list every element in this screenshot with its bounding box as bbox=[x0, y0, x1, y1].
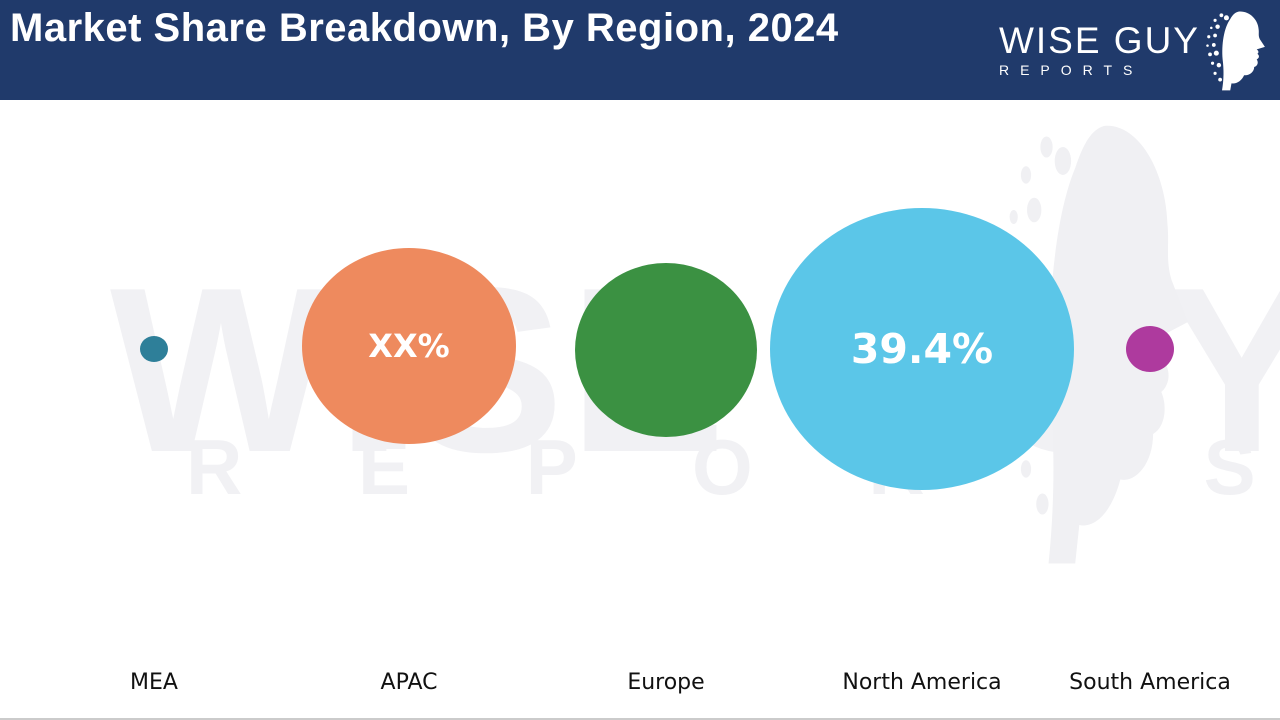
bubble-value-label: 39.4% bbox=[850, 325, 994, 373]
bubble-value-label: XX% bbox=[368, 327, 450, 365]
logo-wordmark: WISE GUY bbox=[998, 19, 1200, 61]
logo-face-icon bbox=[1202, 9, 1266, 91]
bubble-chart: XX% 39.4% bbox=[0, 100, 1280, 718]
region-label-apac: APAC bbox=[380, 670, 438, 695]
bubble-apac[interactable]: XX% bbox=[302, 248, 516, 444]
logo-subtext: REPORTS bbox=[998, 62, 1144, 79]
region-label-south-america: South America bbox=[1069, 670, 1231, 695]
bubble-mea[interactable] bbox=[140, 336, 168, 362]
region-label-mea: MEA bbox=[130, 670, 178, 695]
region-label-north-america: North America bbox=[842, 670, 1002, 695]
wise-guy-logo: WISE GUY REPORTS bbox=[999, 8, 1266, 92]
page-title: Market Share Breakdown, By Region, 2024 bbox=[10, 6, 839, 50]
bubble-europe[interactable] bbox=[575, 263, 757, 437]
bubble-south-america[interactable] bbox=[1126, 326, 1174, 372]
bottom-rule bbox=[0, 718, 1280, 720]
region-label-europe: Europe bbox=[627, 670, 705, 695]
logo-text: WISE GUY REPORTS bbox=[998, 19, 1200, 79]
bubble-north-america[interactable]: 39.4% bbox=[770, 208, 1074, 490]
header: Market Share Breakdown, By Region, 2024 … bbox=[0, 0, 1280, 100]
